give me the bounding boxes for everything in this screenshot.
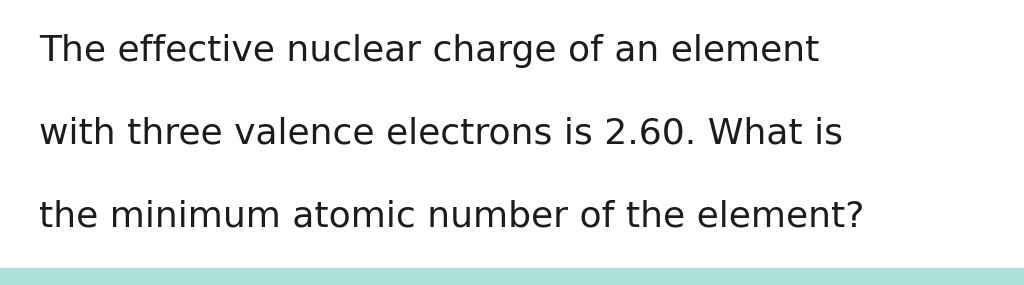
Text: with three valence electrons is 2.60. What is: with three valence electrons is 2.60. Wh… bbox=[39, 117, 843, 151]
Bar bbox=[0, 268, 1024, 285]
Text: the minimum atomic number of the element?: the minimum atomic number of the element… bbox=[39, 200, 864, 234]
Text: The effective nuclear charge of an element: The effective nuclear charge of an eleme… bbox=[39, 34, 819, 68]
